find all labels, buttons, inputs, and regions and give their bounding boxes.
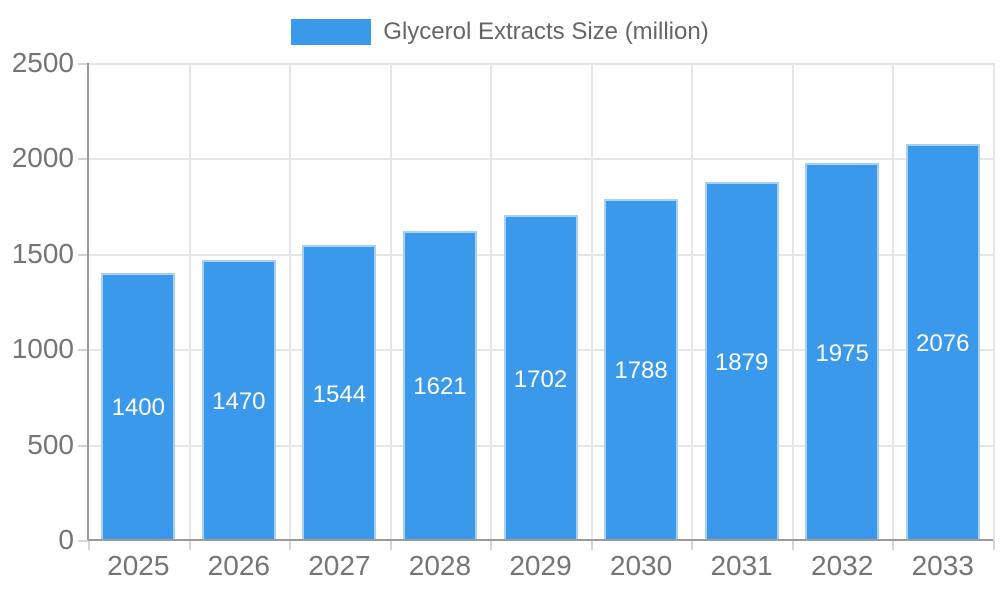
- bar-value-label: 1879: [714, 348, 769, 376]
- y-axis-tick: [78, 63, 88, 65]
- x-axis-tick: [590, 540, 593, 550]
- bar-2031[interactable]: 1879: [704, 181, 779, 540]
- bar-2027[interactable]: 1544: [302, 245, 377, 540]
- y-axis-tick: [78, 540, 88, 542]
- bar-value-label: 1400: [111, 394, 165, 422]
- bar-value-label: 1975: [815, 339, 869, 367]
- bar-2028[interactable]: 1621: [402, 230, 477, 540]
- bar-2026[interactable]: 1470: [201, 259, 276, 540]
- x-gridline: [289, 63, 292, 540]
- x-gridline: [490, 63, 493, 540]
- x-axis-line: [88, 539, 993, 541]
- y-gridline: [88, 158, 993, 161]
- bar-value-label: 1621: [413, 373, 467, 401]
- y-gridline: [88, 63, 993, 65]
- bar-2029[interactable]: 1702: [503, 215, 578, 540]
- legend[interactable]: Glycerol Extracts Size (million): [0, 14, 1000, 50]
- y-axis-tick: [78, 349, 88, 352]
- x-axis-tick: [389, 540, 392, 550]
- x-axis-tick: [791, 540, 794, 550]
- bar-value-label: 1702: [513, 365, 568, 393]
- plot-area: 1400 1470 1544 1621 1702 1788 1879 1975 2076: [78, 63, 995, 550]
- x-gridline: [892, 63, 895, 540]
- x-axis-tick: [88, 540, 90, 550]
- x-gridline: [691, 63, 694, 540]
- x-gridline: [791, 63, 794, 540]
- y-axis-line: [87, 63, 89, 540]
- x-axis-tick: [691, 540, 694, 550]
- bar-value-label: 1470: [212, 387, 266, 415]
- x-gridline: [590, 63, 593, 540]
- y-axis-tick: [78, 444, 88, 447]
- bar-2030[interactable]: 1788: [604, 198, 679, 540]
- x-gridline: [389, 63, 392, 540]
- bar-2025[interactable]: 1400: [101, 272, 176, 540]
- bar-2032[interactable]: 1975: [805, 163, 880, 540]
- x-gridline: [993, 63, 995, 540]
- bar-value-label: 1544: [312, 380, 367, 408]
- legend-swatch: [291, 19, 372, 45]
- legend-label: Glycerol Extracts Size (million): [383, 18, 709, 45]
- x-axis-tick: [993, 540, 995, 550]
- y-axis-tick: [78, 158, 88, 161]
- bar-value-label: 2076: [916, 329, 970, 357]
- y-axis-tick: [78, 253, 88, 256]
- x-gridline: [188, 63, 191, 540]
- x-axis-tick: [289, 540, 292, 550]
- x-axis-tick: [892, 540, 895, 550]
- bar-value-label: 1788: [614, 357, 668, 385]
- x-axis-tick: [490, 540, 493, 550]
- x-axis-tick: [188, 540, 191, 550]
- bar-2033[interactable]: 2076: [905, 143, 980, 540]
